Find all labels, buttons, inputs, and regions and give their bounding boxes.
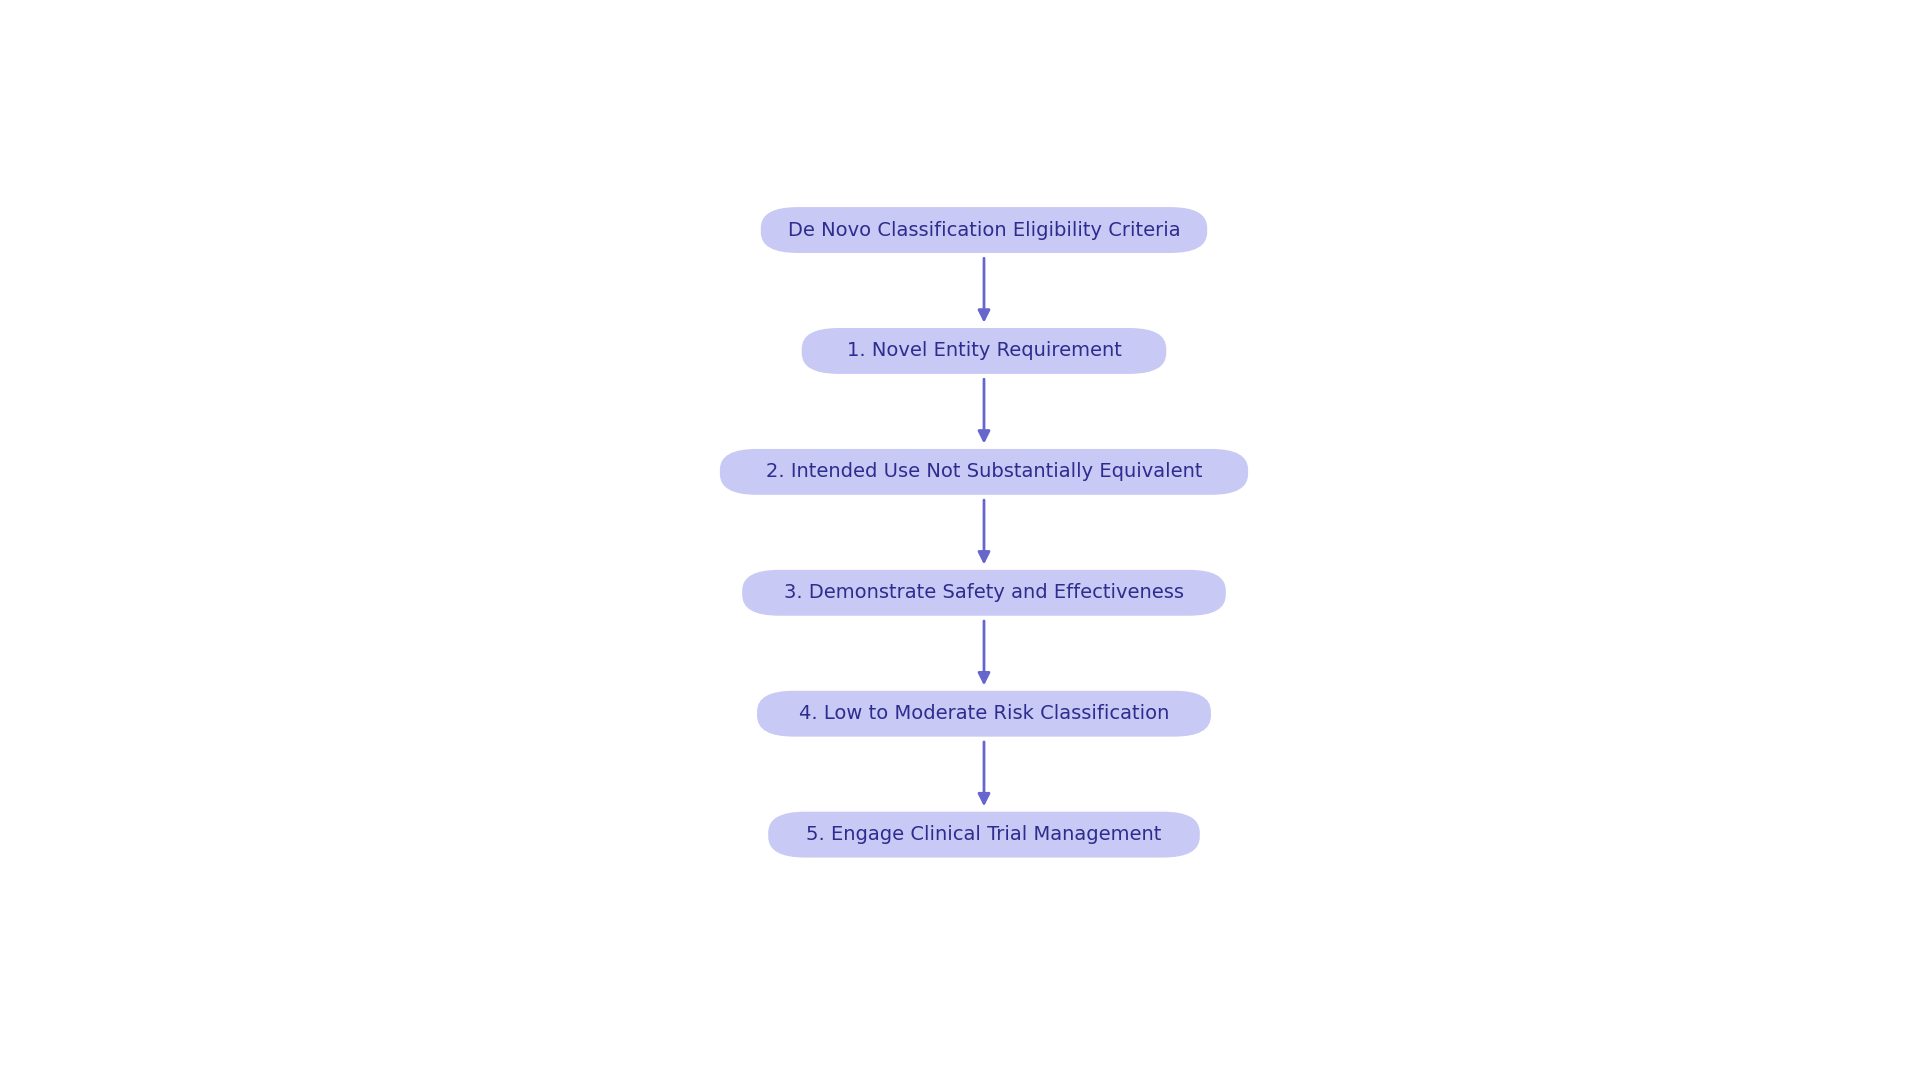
- FancyBboxPatch shape: [768, 811, 1200, 858]
- FancyBboxPatch shape: [803, 328, 1165, 374]
- Text: 1. Novel Entity Requirement: 1. Novel Entity Requirement: [847, 341, 1121, 361]
- FancyBboxPatch shape: [743, 570, 1225, 616]
- Text: 2. Intended Use Not Substantially Equivalent: 2. Intended Use Not Substantially Equiva…: [766, 462, 1202, 481]
- Text: De Novo Classification Eligibility Criteria: De Novo Classification Eligibility Crite…: [787, 221, 1181, 239]
- Text: 5. Engage Clinical Trial Management: 5. Engage Clinical Trial Management: [806, 825, 1162, 844]
- Text: 4. Low to Moderate Risk Classification: 4. Low to Moderate Risk Classification: [799, 704, 1169, 723]
- FancyBboxPatch shape: [760, 207, 1208, 253]
- FancyBboxPatch shape: [720, 449, 1248, 495]
- FancyBboxPatch shape: [756, 691, 1212, 736]
- Text: 3. Demonstrate Safety and Effectiveness: 3. Demonstrate Safety and Effectiveness: [783, 584, 1185, 602]
